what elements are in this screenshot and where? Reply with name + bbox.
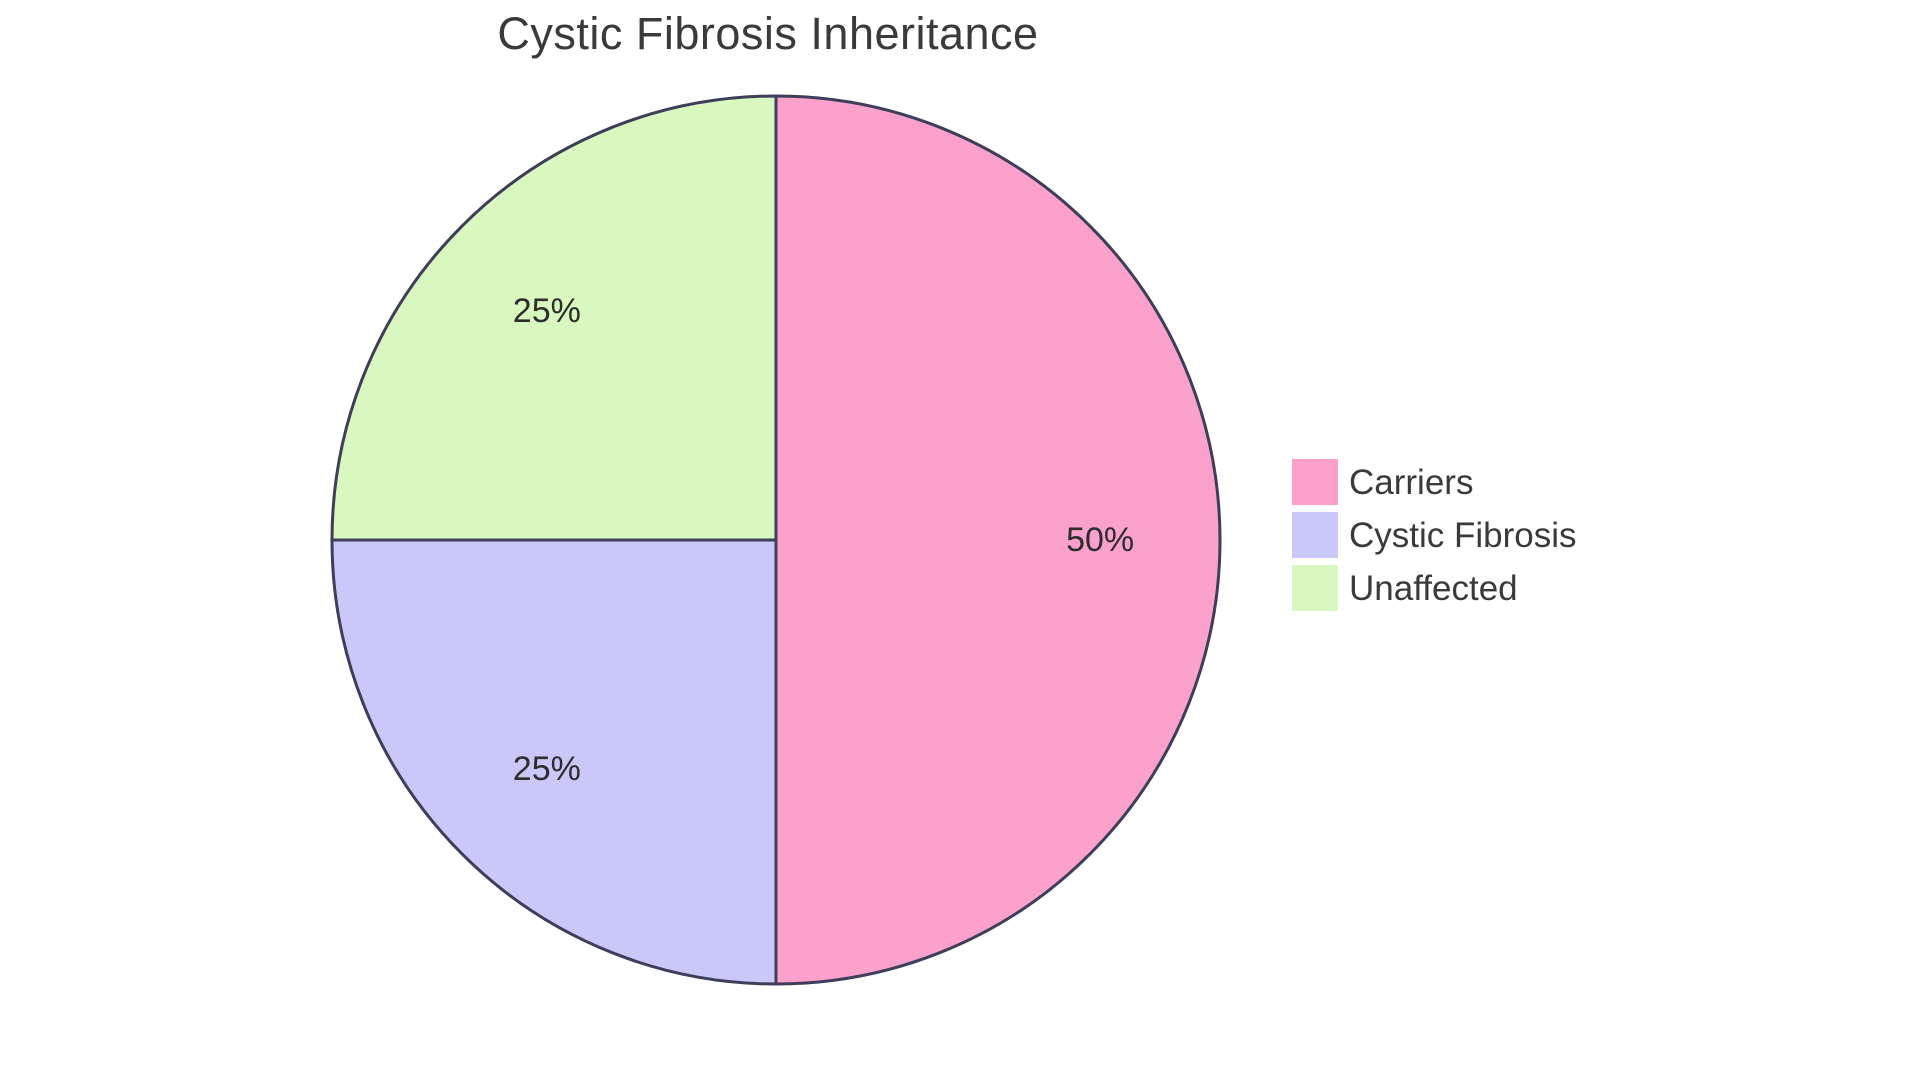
legend-label: Cystic Fibrosis [1349,515,1577,555]
legend-label: Carriers [1349,462,1474,502]
slice-label-carriers: 50% [1066,521,1134,559]
legend-item-unaffected: Unaffected [1292,565,1577,611]
legend-swatch-unaffected [1292,565,1338,611]
chart-title: Cystic Fibrosis Inheritance [497,8,1039,59]
slice-label-cystic-fibrosis: 25% [513,750,581,788]
pie-slice-unaffected [330,94,778,542]
legend-swatch-carriers [1292,459,1338,505]
legend: Carriers Cystic Fibrosis Unaffected [1292,459,1577,618]
slice-label-unaffected: 25% [513,292,581,330]
legend-item-cystic-fibrosis: Cystic Fibrosis [1292,512,1577,558]
pie-slice-cystic-fibrosis [330,538,778,986]
legend-swatch-cystic-fibrosis [1292,512,1338,558]
legend-item-carriers: Carriers [1292,459,1577,505]
legend-label: Unaffected [1349,568,1518,608]
pie-slice-carriers [774,94,1222,986]
